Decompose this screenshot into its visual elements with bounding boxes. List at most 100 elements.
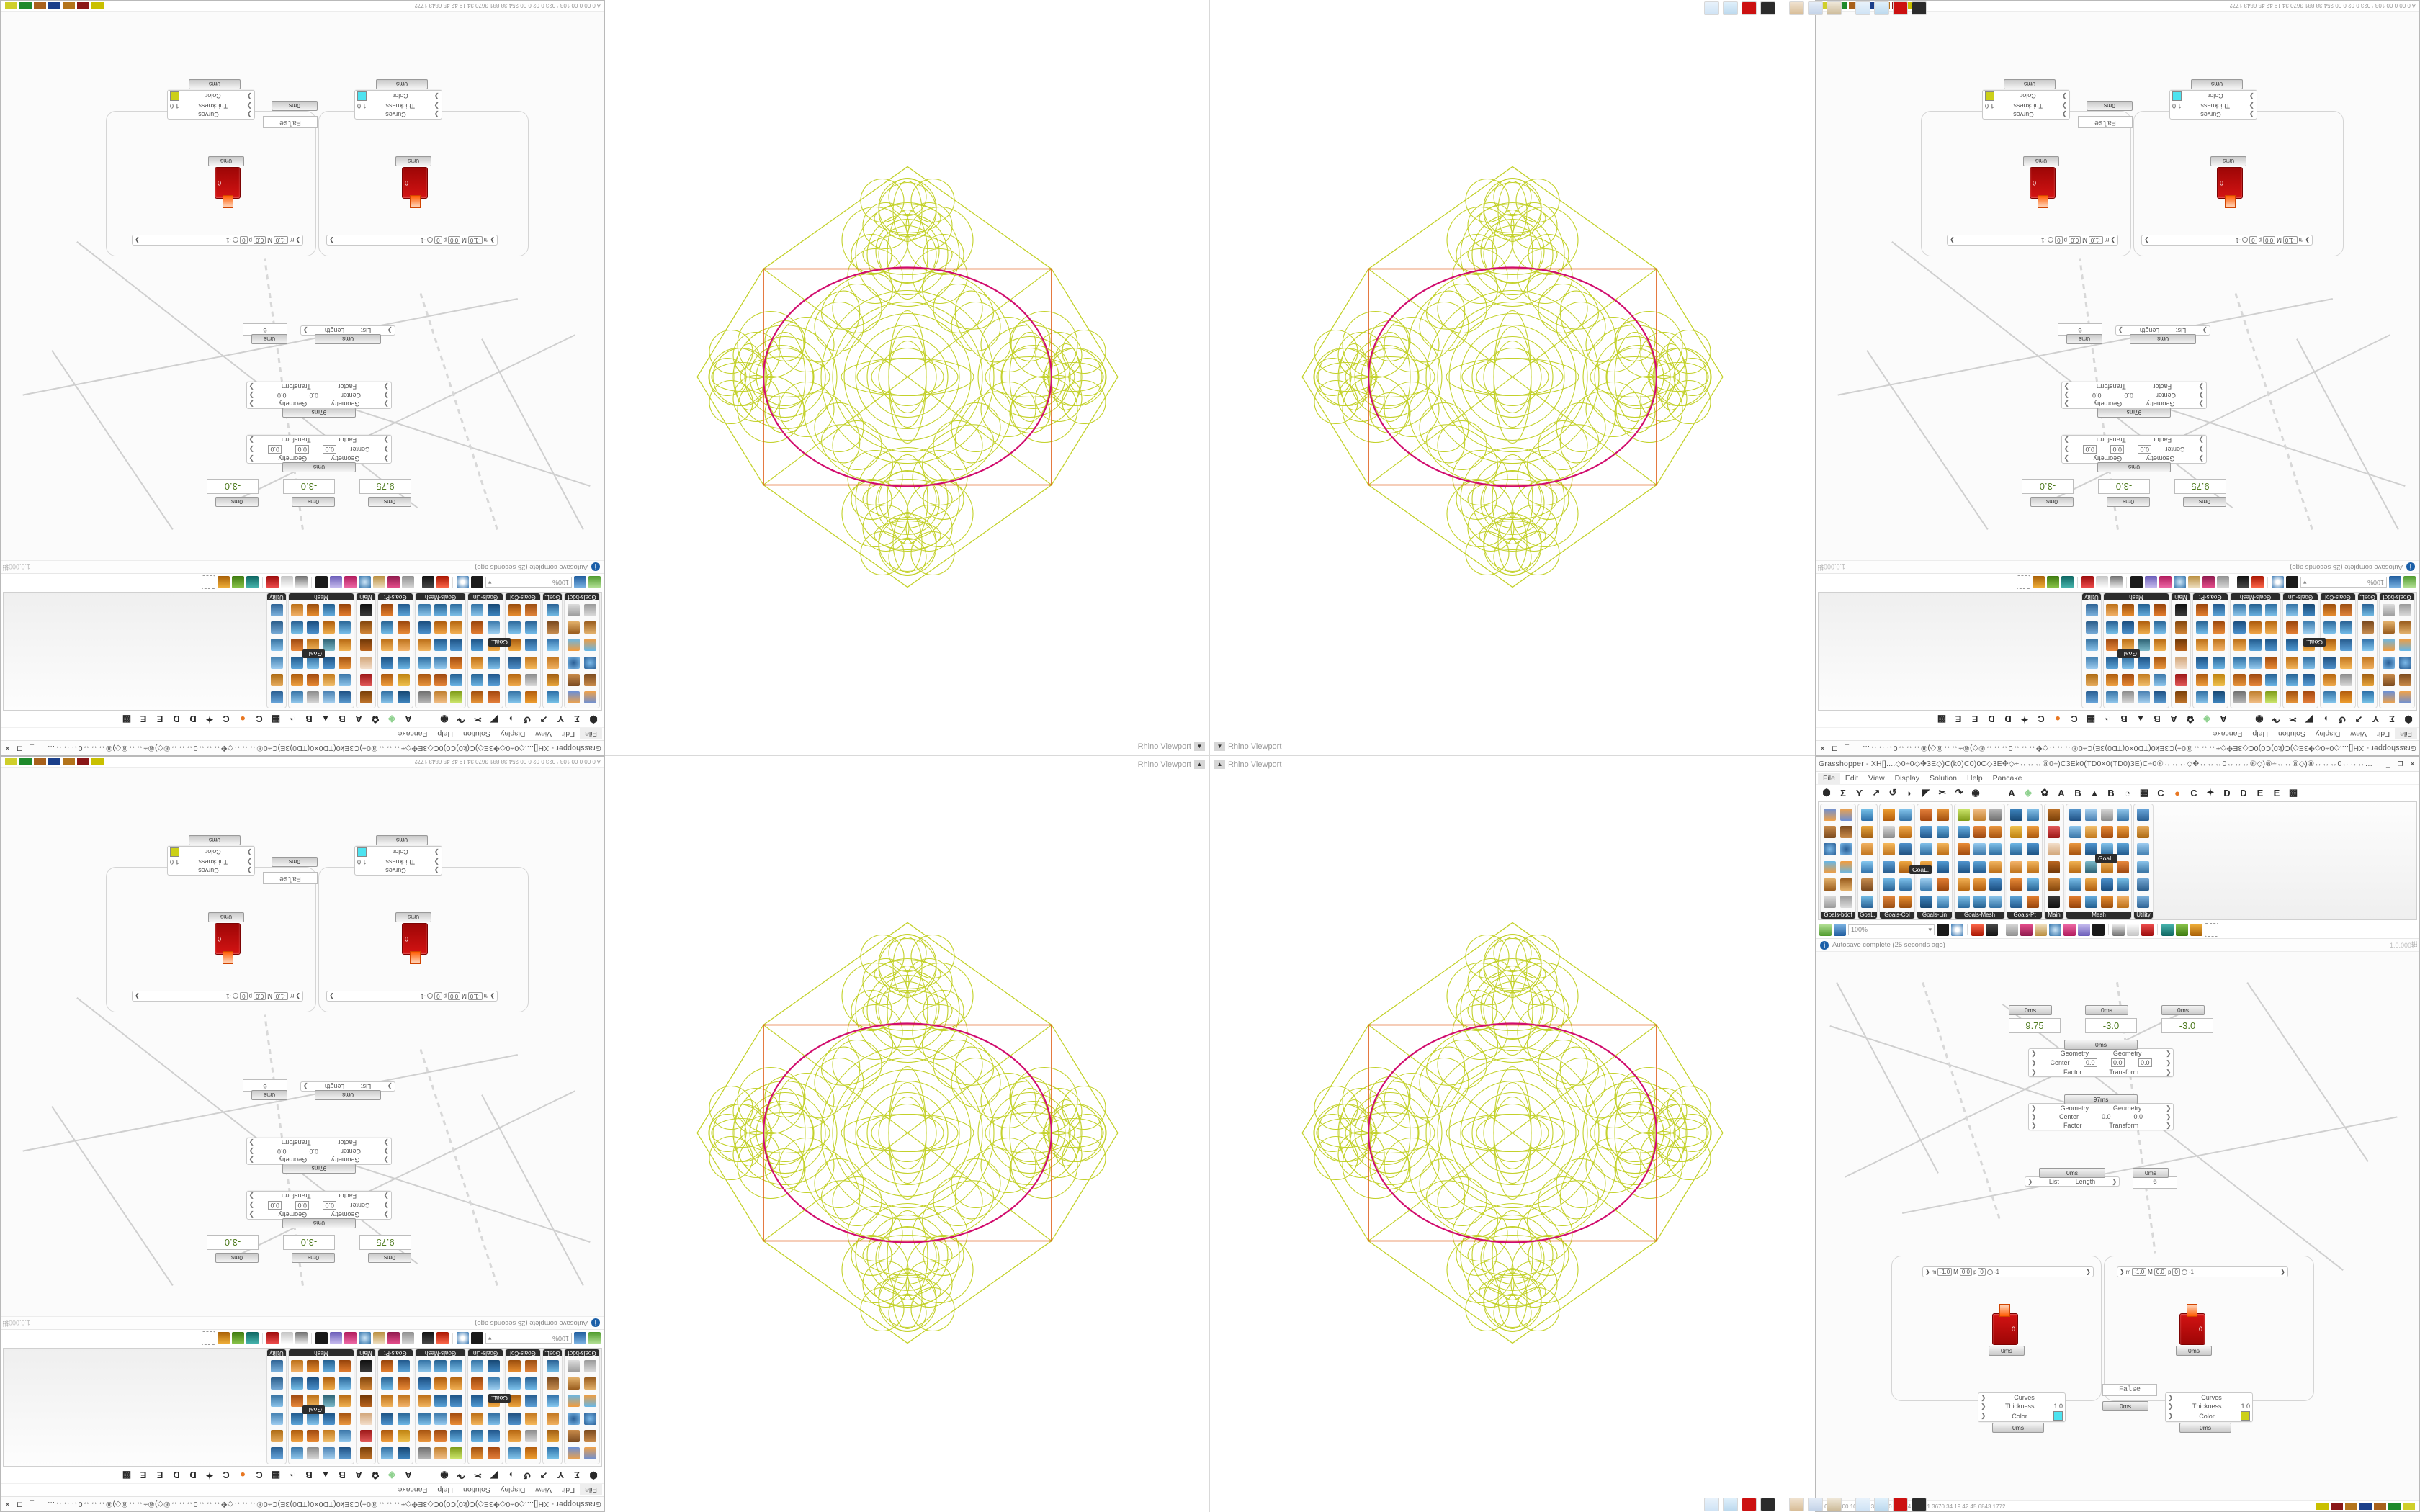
scale2-center-x-1[interactable]: 0.0 (309, 392, 319, 399)
notes-icon-1[interactable] (2188, 576, 2200, 589)
ribbon-group-goals-pt[interactable]: Goals-Pt (2192, 593, 2228, 708)
tabicon-y-1[interactable]: Ƴ (1855, 787, 1863, 798)
ribbon-group-goal[interactable]: GoaL. (2357, 593, 2378, 708)
tabicon-a2-1[interactable]: A (2170, 714, 2177, 725)
capsule-icon-1[interactable] (2237, 576, 2249, 589)
scale2-center-y-1[interactable]: 0.0 (277, 392, 287, 399)
notes-icon[interactable] (1722, 1, 1738, 15)
photo-icon[interactable] (1760, 1, 1775, 15)
sketch-teal-icon-1[interactable] (2161, 923, 2174, 936)
tabicon-hex-1[interactable]: ⬢ (589, 714, 598, 725)
grasshopper-window-bottom-right[interactable]: Grasshopper - XH[]....◇0÷0◇✥3E◇)C(k0)C0)… (1815, 756, 2420, 1512)
tabicon-y-1[interactable]: Ƴ (557, 714, 565, 725)
scale-center-z-1[interactable]: 0.0 (2083, 445, 2097, 454)
cp2-thickness-value-1[interactable]: 1.0 (2241, 1403, 2250, 1410)
open-file-icon-1[interactable] (2403, 576, 2416, 589)
resize-grip-1[interactable] (3, 565, 9, 571)
panel-value-c-1[interactable]: 9.75 (359, 1235, 411, 1250)
timer-b-1[interactable]: 0ms (2107, 497, 2150, 507)
chevron-up-icon-2[interactable]: ▲ (1214, 760, 1225, 769)
sketch-teal-icon-1[interactable] (2061, 576, 2074, 589)
timer-scale-1[interactable]: 0ms (2097, 462, 2171, 472)
scale-center-z-1[interactable]: 0.0 (268, 445, 282, 454)
grasshopper-window-top-left[interactable]: Grasshopper - XH[]....◇0÷0◇✥3E◇)C(k0)C0)… (0, 0, 605, 756)
tabicon-scissors-1[interactable]: ✂ (473, 714, 482, 725)
chevron-down-icon[interactable]: ▼ (1194, 742, 1205, 751)
tabicon-bird-1[interactable]: ✦ (2206, 787, 2215, 798)
fit-view-icon-1[interactable] (1937, 923, 1949, 936)
marquee-icon-1[interactable] (202, 575, 215, 590)
tabicon-e1-1[interactable]: E (1971, 714, 1978, 725)
close-button-1[interactable]: ✕ (1819, 744, 1826, 752)
tabicon-hook-1[interactable]: ↷ (457, 714, 465, 725)
sketch-white-icon-1[interactable] (2096, 576, 2108, 589)
tabicon-loop-1[interactable]: ↺ (1888, 787, 1897, 798)
kangaroo2-icon[interactable] (1892, 1, 1908, 15)
color-chip-strip-1[interactable] (5, 758, 104, 765)
tabicon-hook-1[interactable]: ↷ (1955, 787, 1963, 798)
calculator-icon[interactable] (1703, 1, 1719, 15)
minimize-button-1[interactable]: _ (2385, 760, 2390, 768)
viewport-label-tr[interactable]: ▼ Rhino Viewport (1214, 742, 1281, 751)
ribbon-group-main[interactable]: Main (356, 593, 376, 708)
tabicon-c1-1[interactable]: C (256, 1470, 263, 1481)
timer-k1-1[interactable]: 0ms (2210, 156, 2246, 166)
fit-view-icon-1[interactable] (2286, 576, 2298, 589)
widget-icon-1[interactable] (344, 1332, 357, 1345)
zoom-level-input-1[interactable]: 100% ▾ (485, 577, 572, 588)
scissors-icon-1[interactable] (315, 1332, 328, 1345)
custom-preview-cyan-1[interactable]: ❯ Curves ❯ Thickness 1.0 ❯ Color (2169, 90, 2257, 120)
menu-pancake-1[interactable]: Pancake (1992, 773, 2022, 783)
tabicon-b2-1[interactable]: B (2107, 787, 2115, 798)
minimize-button-1[interactable]: _ (30, 1500, 35, 1508)
grasshopper-window-bottom-left[interactable]: Grasshopper - XH[]....◇0÷0◇✥3E◇)C(k0)C0)… (0, 756, 605, 1512)
timer-c-1[interactable]: 0ms (2183, 497, 2226, 507)
menu-help-1[interactable]: Help (1966, 773, 1983, 783)
kangaroo-flag-icon-1[interactable] (2225, 195, 2236, 208)
gh-menubar-1[interactable]: File Edit View Display Solution Help Pan… (1, 727, 604, 740)
tabicon-c2-1[interactable]: C (223, 714, 230, 725)
menu-solution-1[interactable]: Solution (463, 1485, 490, 1495)
viewport-top-right[interactable]: ▼ Rhino Viewport (1210, 0, 1815, 756)
tabicon-mount-1[interactable]: ▲ (321, 1470, 331, 1481)
menu-file-1[interactable]: File (2395, 728, 2417, 740)
tabicon-hook-1[interactable]: ↷ (2272, 714, 2280, 725)
cp-thickness-value-1[interactable]: 1.0 (2053, 1403, 2063, 1410)
scale-center-y-1[interactable]: 0.0 (2110, 445, 2125, 454)
custom-preview-yellow-1[interactable]: ❯ Curves ❯ Thickness 1.0 ❯ Color (167, 90, 255, 120)
tabicon-e2-1[interactable]: E (140, 714, 147, 725)
tabicon-eye-1[interactable]: ◉ (440, 1470, 449, 1481)
render-icon[interactable] (1826, 1, 1842, 15)
menu-file-1[interactable]: File (580, 728, 602, 740)
tabicon-a2-1[interactable]: A (355, 1470, 362, 1481)
ribbon-group-goals-pt[interactable]: Goals-Pt (377, 1349, 413, 1464)
timer-listval-1[interactable]: 0ms (2133, 1168, 2169, 1178)
ribbon-group-goals-lin[interactable]: Goals-Lin (2282, 593, 2318, 708)
gh-titlebar-1[interactable]: Grasshopper - XH[]....◇0÷0◇✥3E◇)C(k0)C0)… (1, 740, 604, 755)
tabicon-a2-1[interactable]: A (355, 714, 362, 725)
menu-display-1[interactable]: Display (500, 1485, 526, 1495)
timer-k1-1[interactable]: 0ms (395, 912, 431, 922)
tabicon-a1-1[interactable]: A (405, 714, 412, 725)
menu-view-1[interactable]: View (2350, 729, 2367, 739)
balloon-icon-1[interactable] (330, 1332, 342, 1345)
tabicon-tri-1[interactable]: ◤ (1922, 787, 1930, 798)
ribbon-group-goals-col[interactable]: Goals-Col (1879, 804, 1915, 919)
sketch-grey-icon-1[interactable] (2112, 923, 2125, 936)
timer-list-1[interactable]: 0ms (2039, 1168, 2105, 1178)
tabicon-e2-1[interactable]: E (1955, 714, 1962, 725)
rhino-top-toolbar[interactable] (1210, 0, 2420, 16)
timer-b-1[interactable]: 0ms (292, 497, 335, 507)
tabicon-drop-1[interactable]: ◗ (508, 714, 514, 725)
slider-handle-1[interactable] (1986, 1269, 1993, 1275)
ribbon-group-goals-mesh[interactable]: Goals-Mesh (415, 1349, 466, 1464)
resize-grip-1[interactable] (3, 1321, 9, 1327)
layers-icon[interactable] (1788, 1, 1804, 15)
sketch-white-icon-1[interactable] (281, 576, 293, 589)
zoom-dropdown-icon-1[interactable]: ▾ (2303, 579, 2307, 587)
kangaroo-flag-icon-1[interactable] (1999, 1304, 2010, 1317)
menu-file-1[interactable]: File (580, 1484, 602, 1496)
menu-solution-1[interactable]: Solution (463, 729, 490, 739)
sketch-teal-icon-1[interactable] (246, 1332, 259, 1345)
cp-thickness-value-1[interactable]: 1.0 (2172, 102, 2182, 109)
